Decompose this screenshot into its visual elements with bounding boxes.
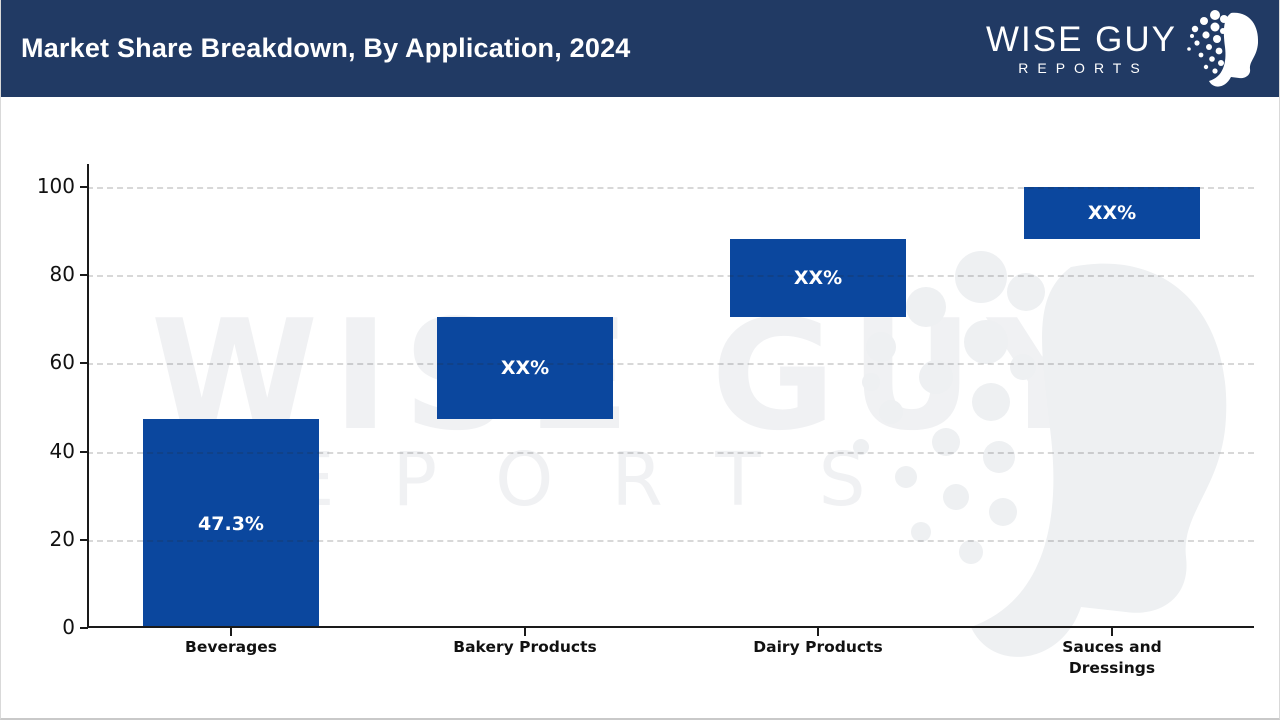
y-tick <box>80 538 88 541</box>
x-tick <box>817 628 819 636</box>
y-axis <box>87 164 89 628</box>
y-tick-label: 80 <box>49 262 75 287</box>
x-category-label: Beverages <box>185 638 277 656</box>
bar-value-label: XX% <box>500 357 550 380</box>
bar-value-label: 47.3% <box>198 512 264 535</box>
x-tick <box>1111 628 1113 636</box>
y-tick-label: 60 <box>49 350 75 375</box>
page-title: Market Share Breakdown, By Application, … <box>21 33 631 63</box>
y-tick-label: 0 <box>62 615 75 639</box>
logo-text: WISE GUY REPORTS <box>985 19 1177 76</box>
header: Market Share Breakdown, By Application, … <box>1 0 1279 97</box>
gridline-40 <box>87 451 1254 454</box>
y-tick <box>80 274 88 277</box>
logo-subtitle: REPORTS <box>1018 59 1149 76</box>
y-tick <box>80 186 88 188</box>
x-category-label: Sauces and Dressings <box>1062 638 1162 677</box>
gridline-80 <box>87 275 1254 278</box>
bar-dairy-products <box>730 239 906 317</box>
gridline-20 <box>87 539 1254 542</box>
bar-beverages <box>143 419 319 628</box>
watermark-face-icon <box>853 251 1227 657</box>
gridline-60 <box>87 363 1254 366</box>
wiseguy-logo: WISE GUY REPORTS <box>986 7 1261 91</box>
bar-value-label: XX% <box>793 266 843 289</box>
x-category-label: Bakery Products <box>453 638 597 656</box>
x-tick <box>230 628 232 636</box>
logo-face-icon <box>1187 9 1259 87</box>
x-tick <box>524 628 526 636</box>
gridline-100 <box>87 187 1254 189</box>
bar-sauces-and-dressings <box>1024 187 1200 240</box>
y-tick <box>80 362 88 365</box>
bar-value-label: XX% <box>1087 202 1137 225</box>
logo-wordmark: WISE GUY <box>985 19 1177 59</box>
x-category-label: Dairy Products <box>753 638 883 656</box>
chart-area: WISE GUY REPORTS 47.3% XX% XX% XX% 0 20 40 60 80… <box>1 97 1279 717</box>
y-tick-label: 40 <box>49 438 75 463</box>
y-tick <box>80 627 88 629</box>
y-tick-label: 100 <box>36 174 75 198</box>
bar-bakery-products <box>437 316 613 420</box>
plot: 47.3% XX% XX% XX% 0 20 40 60 80 100 Beverages Baker… <box>1 97 1279 717</box>
watermark: WISE GUY REPORTS <box>1 97 1279 717</box>
y-tick <box>80 450 88 453</box>
x-axis <box>87 626 1254 628</box>
y-tick-label: 20 <box>49 526 75 551</box>
